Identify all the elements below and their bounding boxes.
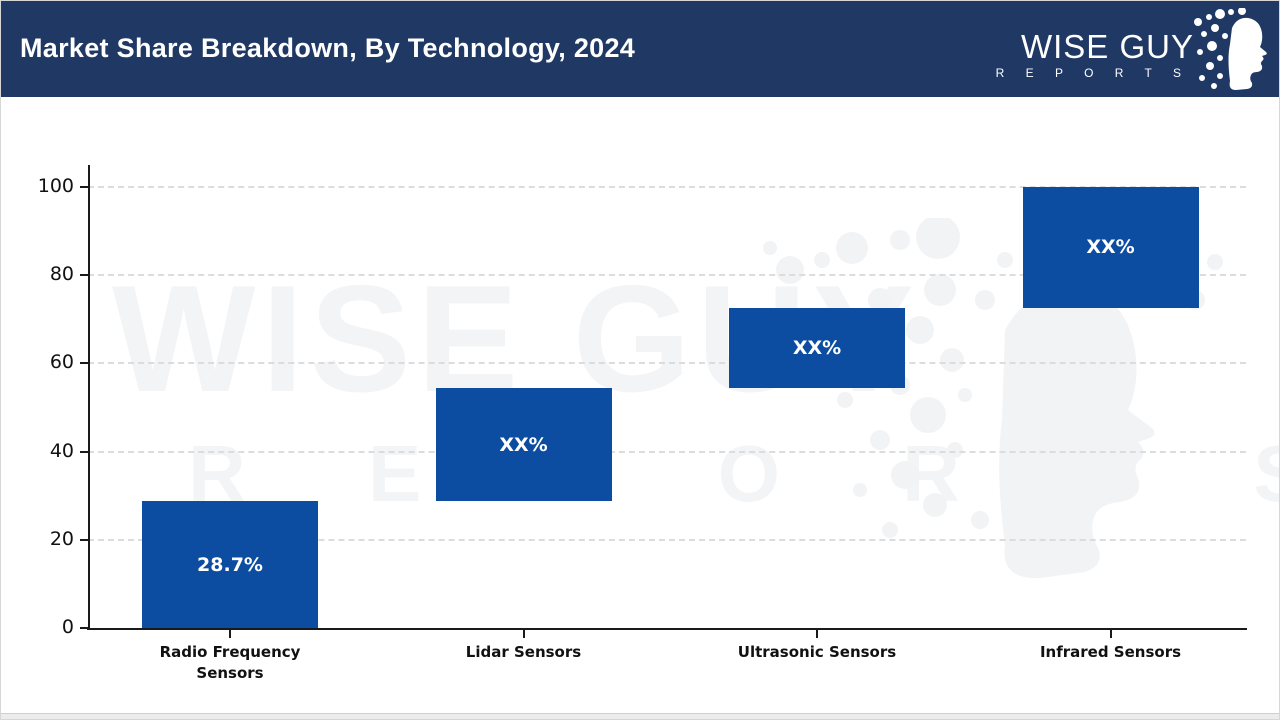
x-axis-category-label: Radio Frequency Sensors [159,643,301,682]
y-axis-tick-label: 40 [49,439,74,462]
x-axis-category-label: Ultrasonic Sensors [737,643,897,661]
x-axis-category-label: Infrared Sensors [1039,643,1182,661]
y-axis-tick-label: 0 [61,616,74,638]
brand-logo-subtitle: R E P O R T S [995,66,1190,80]
x-axis-line [87,628,1247,630]
brand-logo-face-icon [1194,8,1267,91]
y-axis-tick [80,362,88,365]
y-gridline [88,186,1246,188]
y-gridline [88,538,1246,541]
y-gridline [88,450,1246,453]
y-gridline [88,274,1246,277]
brand-logo: WISE GUY R E P O R T S [996,6,1267,92]
x-axis-tick [229,630,231,638]
y-axis-tick [80,274,88,277]
bar-radio-frequency-sensors: 28.7% [142,501,318,628]
x-axis-tick [1109,630,1112,638]
brand-logo-name: WISE GUY [1020,28,1194,65]
y-gridline [88,362,1246,365]
y-axis-tick [80,450,88,453]
y-axis-tick-label: 20 [49,527,74,550]
bar-lidar-sensors: XX% [435,388,612,502]
bar-value-label: XX% [499,433,548,456]
y-axis-tick-label: 80 [49,263,74,286]
bar-value-label: 28.7% [197,553,263,576]
header-band: Market Share Breakdown, By Technology, 2… [0,0,1280,97]
x-axis-tick [816,630,818,638]
bar-value-label: XX% [792,336,842,359]
y-axis-tick-label: 100 [37,175,74,197]
y-axis-tick-label: 60 [49,351,74,374]
x-axis-tick [522,630,525,638]
y-axis-line [88,165,90,630]
y-axis-tick [80,627,88,629]
y-axis-tick [80,538,88,541]
bar-infrared-sensors: XX% [1022,187,1199,308]
bar-value-label: XX% [1086,236,1135,259]
bottom-strip [0,713,1280,720]
page-title: Market Share Breakdown, By Technology, 2… [20,33,636,63]
bar-ultrasonic-sensors: XX% [729,307,905,389]
x-axis-category-label: Lidar Sensors [465,643,582,661]
y-axis-tick [80,186,88,188]
